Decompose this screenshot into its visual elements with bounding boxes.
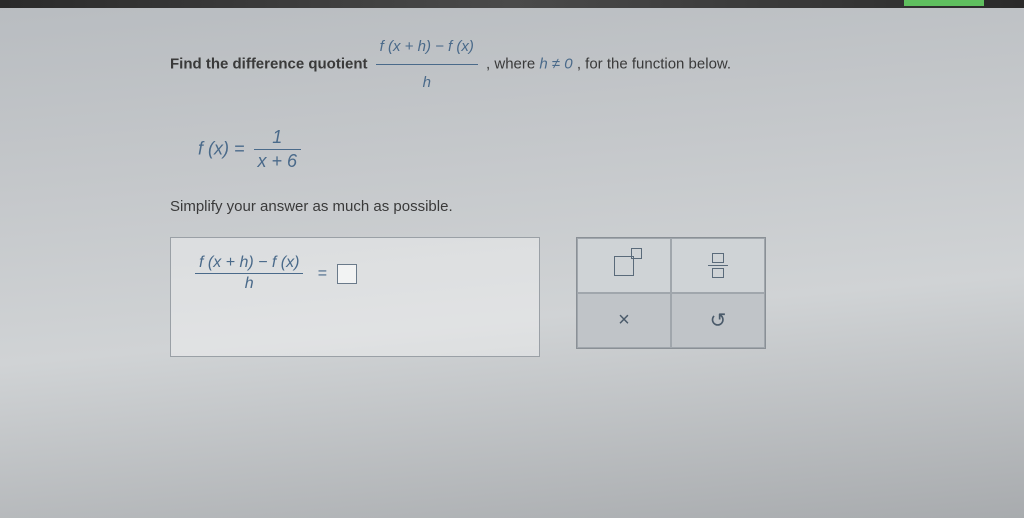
fraction-tool-button[interactable]	[671, 238, 765, 293]
clear-tool-button[interactable]: ×	[577, 293, 671, 348]
answer-expression: f (x + h) − f (x) h =	[191, 254, 519, 293]
math-toolbox: × ↺	[576, 237, 766, 349]
prompt-middle: , where	[486, 55, 539, 72]
fraction-icon	[708, 253, 728, 279]
function-definition: f (x) = 1 x + 6	[198, 127, 944, 172]
problem-content: Find the difference quotient f (x + h) −…	[170, 30, 944, 357]
exponent-tool-button[interactable]	[577, 238, 671, 293]
func-rhs-fraction: 1 x + 6	[254, 127, 302, 172]
answer-row: f (x + h) − f (x) h = ×	[170, 237, 944, 357]
clear-icon: ×	[618, 309, 630, 332]
condition: h ≠ 0	[539, 55, 572, 72]
answer-lhs-fraction: f (x + h) − f (x) h	[195, 254, 303, 293]
exponent-icon	[614, 256, 634, 276]
answer-lhs-numerator: f (x + h) − f (x)	[195, 254, 303, 274]
difference-quotient-fraction: f (x + h) − f (x) h	[376, 30, 478, 99]
answer-input-box[interactable]: f (x + h) − f (x) h =	[170, 237, 540, 357]
answer-input-slot[interactable]	[337, 264, 357, 284]
equals-sign: =	[317, 265, 326, 283]
green-accent-strip	[904, 0, 984, 6]
prompt-suffix: , for the function below.	[577, 55, 731, 72]
func-lhs: f (x) =	[198, 138, 250, 158]
dq-numerator: f (x + h) − f (x)	[376, 30, 478, 65]
prompt-prefix: Find the difference quotient	[170, 55, 372, 72]
simplify-instruction: Simplify your answer as much as possible…	[170, 198, 944, 215]
func-denominator: x + 6	[254, 150, 302, 172]
dq-denominator: h	[376, 65, 478, 99]
prompt-line: Find the difference quotient f (x + h) −…	[170, 30, 944, 99]
undo-icon: ↺	[710, 308, 727, 333]
undo-tool-button[interactable]: ↺	[671, 293, 765, 348]
func-numerator: 1	[254, 127, 302, 150]
tool-grid: × ↺	[576, 237, 766, 349]
photo-top-edge	[0, 0, 1024, 8]
